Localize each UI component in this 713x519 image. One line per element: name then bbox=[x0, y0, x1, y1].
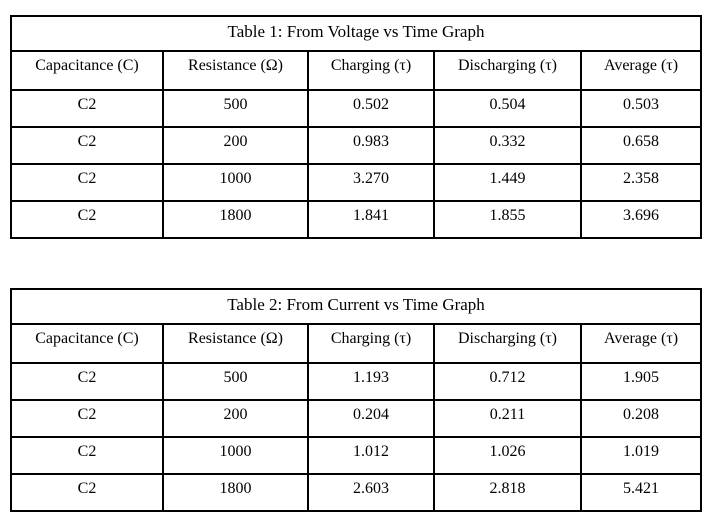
table-row: C2 1000 3.270 1.449 2.358 bbox=[10, 163, 702, 202]
column-header-capacitance: Capacitance (C) bbox=[10, 50, 164, 91]
cell-charging: 0.983 bbox=[307, 126, 435, 165]
cell-discharging: 0.332 bbox=[433, 126, 582, 165]
table-row: C2 200 0.983 0.332 0.658 bbox=[10, 126, 702, 165]
cell-capacitance: C2 bbox=[10, 436, 164, 475]
cell-average: 0.658 bbox=[580, 126, 702, 165]
cell-charging: 0.204 bbox=[307, 399, 435, 438]
cell-capacitance: C2 bbox=[10, 89, 164, 128]
cell-average: 0.503 bbox=[580, 89, 702, 128]
table-header-row: Capacitance (C) Resistance (Ω) Charging … bbox=[10, 50, 702, 91]
cell-charging: 3.270 bbox=[307, 163, 435, 202]
column-header-average: Average (τ) bbox=[579, 323, 703, 364]
column-header-capacitance: Capacitance (C) bbox=[10, 323, 164, 364]
cell-resistance: 1800 bbox=[162, 200, 309, 239]
table-title: Table 1: From Voltage vs Time Graph bbox=[10, 15, 702, 52]
table-title-row: Table 2: From Current vs Time Graph bbox=[9, 288, 703, 325]
cell-charging: 1.841 bbox=[307, 200, 435, 239]
table-header-row: Capacitance (C) Resistance (Ω) Charging … bbox=[10, 323, 703, 364]
cell-average: 2.358 bbox=[580, 163, 702, 202]
column-header-resistance: Resistance (Ω) bbox=[162, 50, 309, 91]
table-1-voltage-vs-time: Table 1: From Voltage vs Time Graph Capa… bbox=[10, 15, 702, 239]
cell-discharging: 1.449 bbox=[433, 163, 582, 202]
table-row: C2 200 0.204 0.211 0.208 bbox=[10, 399, 703, 438]
cell-charging: 2.603 bbox=[307, 473, 435, 512]
cell-discharging: 1.855 bbox=[433, 200, 582, 239]
cell-average: 1.019 bbox=[579, 436, 703, 475]
table-title-row: Table 1: From Voltage vs Time Graph bbox=[10, 15, 702, 52]
cell-charging: 0.502 bbox=[307, 89, 435, 128]
cell-resistance: 500 bbox=[162, 89, 309, 128]
cell-charging: 1.193 bbox=[307, 362, 435, 401]
cell-capacitance: C2 bbox=[10, 399, 164, 438]
cell-resistance: 500 bbox=[162, 362, 309, 401]
cell-average: 0.208 bbox=[579, 399, 703, 438]
cell-discharging: 2.818 bbox=[433, 473, 582, 512]
cell-discharging: 0.504 bbox=[433, 89, 582, 128]
table-2-current-vs-time: Table 2: From Current vs Time Graph Capa… bbox=[9, 288, 703, 512]
cell-resistance: 200 bbox=[162, 399, 309, 438]
cell-resistance: 200 bbox=[162, 126, 309, 165]
cell-average: 1.905 bbox=[579, 362, 703, 401]
column-header-charging: Charging (τ) bbox=[307, 50, 435, 91]
cell-resistance: 1800 bbox=[162, 473, 309, 512]
column-header-average: Average (τ) bbox=[580, 50, 702, 91]
cell-discharging: 0.712 bbox=[433, 362, 582, 401]
cell-capacitance: C2 bbox=[10, 200, 164, 239]
table-row: C2 500 0.502 0.504 0.503 bbox=[10, 89, 702, 128]
cell-resistance: 1000 bbox=[162, 163, 309, 202]
cell-average: 3.696 bbox=[580, 200, 702, 239]
table-row: C2 1000 1.012 1.026 1.019 bbox=[10, 436, 703, 475]
cell-discharging: 0.211 bbox=[433, 399, 582, 438]
cell-resistance: 1000 bbox=[162, 436, 309, 475]
table-title: Table 2: From Current vs Time Graph bbox=[9, 288, 703, 325]
cell-capacitance: C2 bbox=[10, 126, 164, 165]
column-header-resistance: Resistance (Ω) bbox=[162, 323, 309, 364]
column-header-discharging: Discharging (τ) bbox=[433, 50, 582, 91]
cell-average: 5.421 bbox=[579, 473, 703, 512]
table-row: C2 500 1.193 0.712 1.905 bbox=[10, 362, 703, 401]
table-row: C2 1800 1.841 1.855 3.696 bbox=[10, 200, 702, 239]
cell-charging: 1.012 bbox=[307, 436, 435, 475]
cell-discharging: 1.026 bbox=[433, 436, 582, 475]
cell-capacitance: C2 bbox=[10, 163, 164, 202]
column-header-charging: Charging (τ) bbox=[307, 323, 435, 364]
cell-capacitance: C2 bbox=[10, 362, 164, 401]
column-header-discharging: Discharging (τ) bbox=[433, 323, 582, 364]
table-row: C2 1800 2.603 2.818 5.421 bbox=[10, 473, 703, 512]
cell-capacitance: C2 bbox=[10, 473, 164, 512]
